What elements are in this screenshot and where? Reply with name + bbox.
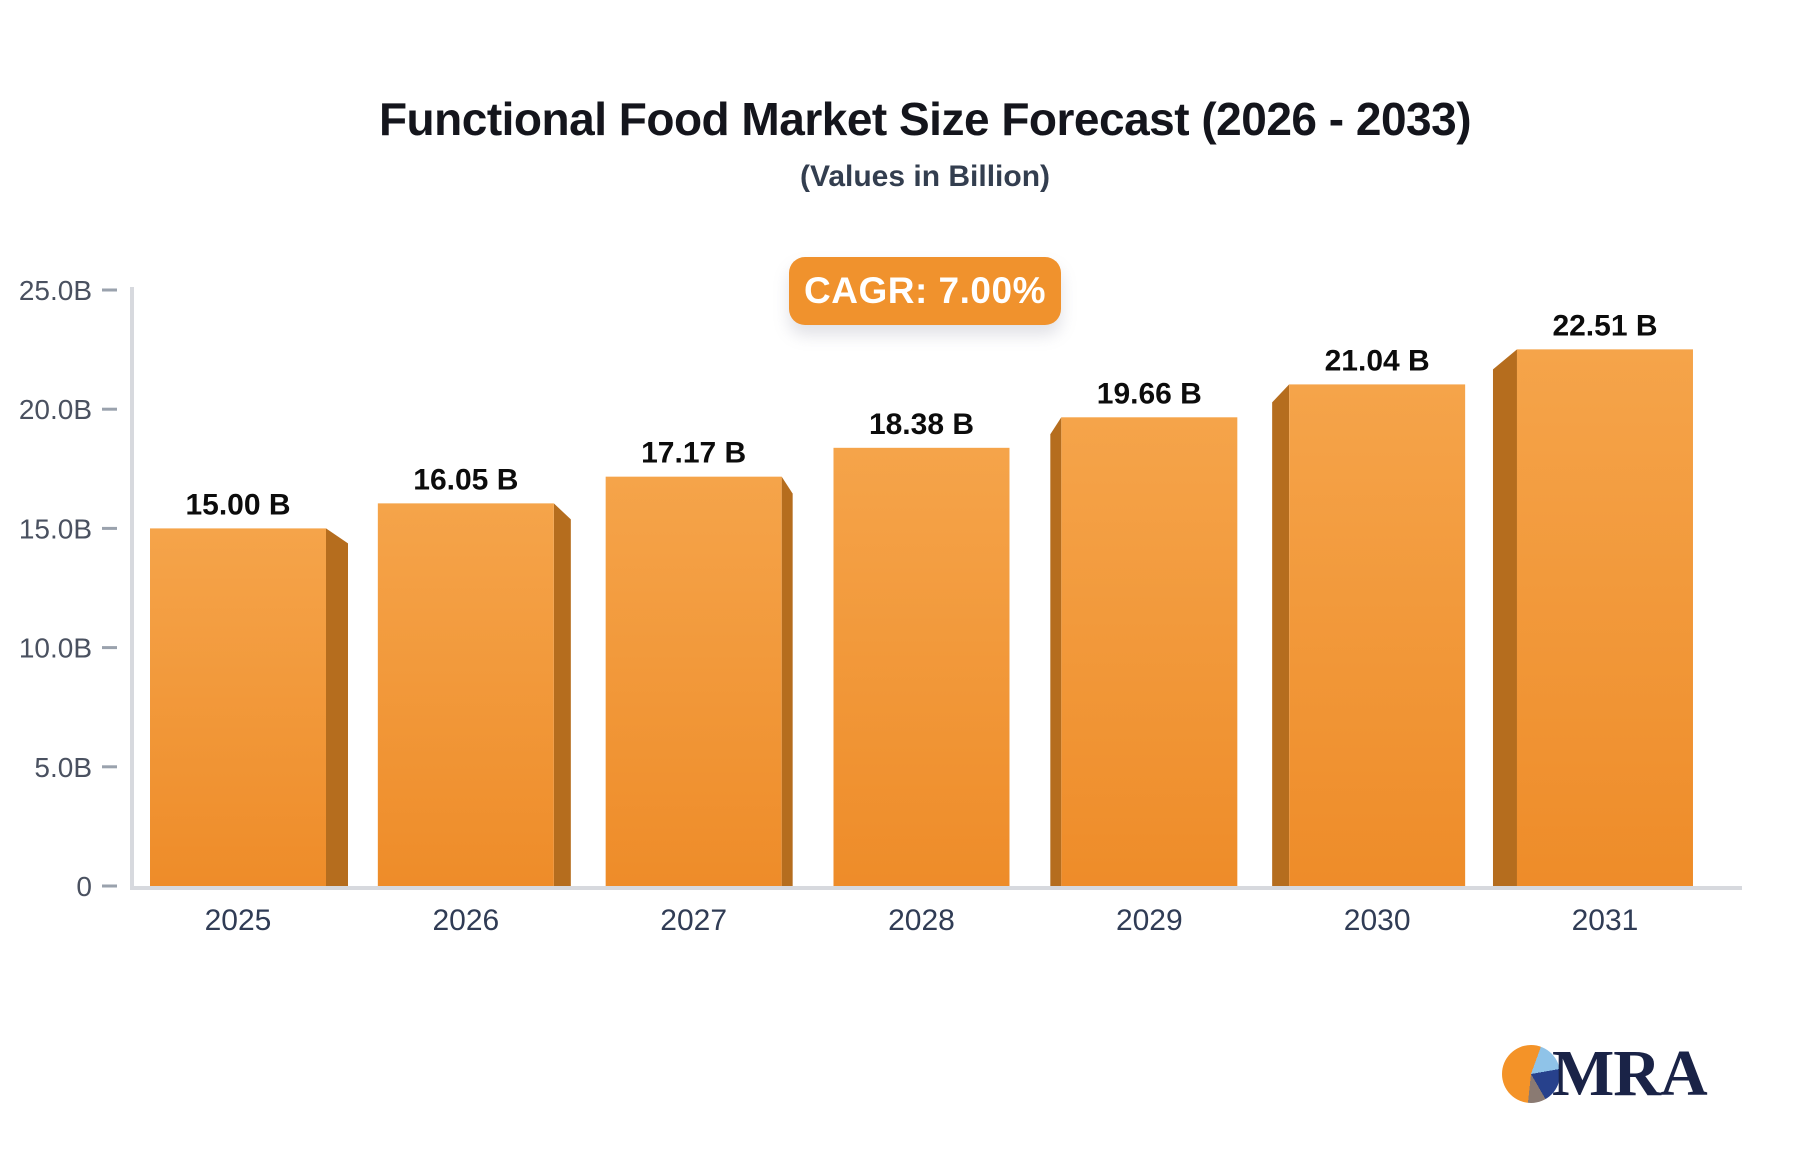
- bar-side-face: [553, 503, 571, 886]
- x-axis-label-2027: 2027: [660, 904, 727, 937]
- bar-value-label: 21.04 B: [1325, 344, 1430, 377]
- bar-2026[interactable]: [377, 503, 554, 886]
- bar-group-2026: 16.05 B 2026: [377, 463, 571, 937]
- bar-group-2030: 21.04 B 2030: [1272, 344, 1466, 937]
- bar-side-face: [1492, 349, 1517, 887]
- x-axis-label-2026: 2026: [432, 904, 499, 937]
- bar-value-label: 16.05 B: [413, 463, 518, 496]
- bar-group-2028: 18.38 B 2028: [833, 408, 1010, 937]
- bar-value-label: 18.38 B: [869, 408, 974, 441]
- y-axis-line: [130, 287, 134, 890]
- y-tick-label: 25.0B: [19, 275, 92, 306]
- y-tick-mark: [102, 646, 117, 650]
- bar-group-2025: 15.00 B 2025: [150, 488, 348, 937]
- y-tick-mark: [102, 407, 117, 411]
- chart-subtitle: (Values in Billion): [799, 160, 1051, 193]
- x-axis-label-2030: 2030: [1344, 904, 1411, 937]
- x-axis-label-2031: 2031: [1572, 904, 1639, 937]
- bar-2025[interactable]: [150, 528, 326, 886]
- bar-2029[interactable]: [1061, 417, 1238, 886]
- bar-group-2029: 19.66 B 2029: [1050, 377, 1238, 937]
- cagr-badge-label: CAGR: 7.00%: [804, 270, 1046, 311]
- y-tick-label: 5.0B: [34, 752, 92, 783]
- y-tick-mark: [102, 765, 117, 769]
- bar-side-face: [781, 476, 793, 886]
- bar-value-label: 19.66 B: [1097, 377, 1202, 410]
- y-tick-label: 15.0B: [19, 513, 92, 544]
- x-axis-line: [130, 886, 1742, 890]
- y-tick-mark: [102, 884, 117, 888]
- y-tick-label: 0: [76, 871, 92, 902]
- mra-logo: MRA: [1502, 1036, 1708, 1112]
- y-tick-mark: [102, 526, 117, 530]
- bar-2031[interactable]: [1516, 349, 1693, 887]
- y-tick-label: 20.0B: [19, 394, 92, 425]
- bar-value-label: 17.17 B: [641, 437, 746, 470]
- bar-side-face: [326, 528, 348, 886]
- bar-2027[interactable]: [605, 476, 782, 886]
- chart-title: Functional Food Market Size Forecast (20…: [378, 93, 1472, 145]
- bar-group-2027: 17.17 B 2027: [605, 437, 793, 937]
- x-axis-label-2028: 2028: [888, 904, 955, 937]
- bar-side-face: [1050, 417, 1062, 886]
- pie-chart-logo-icon: [1502, 1045, 1560, 1103]
- bar-2028[interactable]: [833, 447, 1010, 886]
- y-tick-mark: [102, 288, 117, 292]
- bar-group-2031: 22.51 B 2031: [1492, 309, 1693, 937]
- cagr-badge: CAGR: 7.00%: [789, 257, 1061, 325]
- mra-logo-text: MRA: [1552, 1037, 1708, 1110]
- y-tick-label: 10.0B: [19, 633, 92, 664]
- bar-value-label: 15.00 B: [185, 488, 290, 521]
- bar-value-label: 22.51 B: [1552, 309, 1657, 342]
- x-axis-label-2029: 2029: [1116, 904, 1183, 937]
- bar-side-face: [1272, 384, 1290, 886]
- x-axis-label-2025: 2025: [205, 904, 272, 937]
- bar-2030[interactable]: [1289, 384, 1466, 886]
